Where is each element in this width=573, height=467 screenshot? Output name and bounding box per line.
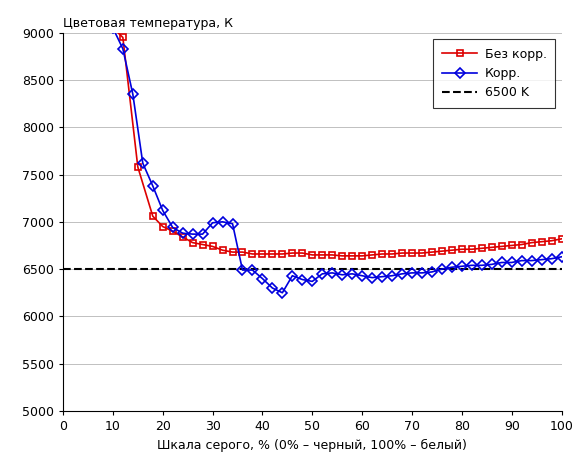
Корр.: [558, 254, 565, 260]
Без корр.: [388, 251, 395, 257]
Без корр.: [499, 244, 505, 249]
Корр.: [349, 271, 356, 276]
Line: Без корр.: Без корр.: [109, 24, 565, 259]
Корр.: [388, 273, 395, 278]
Корр.: [229, 221, 236, 226]
Без корр.: [299, 250, 306, 256]
Legend: Без корр., Корр., 6500 K: Без корр., Корр., 6500 K: [433, 39, 555, 108]
Без корр.: [449, 248, 456, 253]
Без корр.: [134, 164, 141, 170]
Без корр.: [179, 234, 186, 240]
Без корр.: [359, 253, 366, 259]
Корр.: [538, 257, 545, 262]
Корр.: [239, 267, 246, 273]
Корр.: [169, 225, 176, 230]
Корр.: [289, 273, 296, 278]
Корр.: [528, 258, 535, 263]
X-axis label: Шкала серого, % (0% – черный, 100% – белый): Шкала серого, % (0% – черный, 100% – бел…: [158, 439, 467, 452]
Без корр.: [538, 239, 545, 245]
Без корр.: [199, 242, 206, 248]
Без корр.: [488, 245, 495, 250]
Корр.: [119, 46, 126, 51]
Без корр.: [528, 240, 535, 246]
Корр.: [129, 92, 136, 97]
Без корр.: [438, 248, 445, 254]
Корр.: [339, 272, 346, 277]
Корр.: [468, 262, 475, 268]
Корр.: [269, 285, 276, 291]
Корр.: [359, 273, 366, 278]
Корр.: [309, 279, 316, 284]
Без корр.: [289, 250, 296, 256]
Корр.: [478, 262, 485, 268]
Корр.: [508, 260, 515, 265]
Без корр.: [279, 251, 286, 257]
Без корр.: [399, 250, 406, 256]
Без корр.: [558, 236, 565, 241]
Корр.: [159, 208, 166, 213]
Корр.: [319, 271, 325, 276]
Корр.: [449, 264, 456, 270]
Без корр.: [249, 251, 256, 257]
Без корр.: [239, 249, 246, 255]
Без корр.: [368, 252, 375, 258]
Text: Цветовая температура, К: Цветовая температура, К: [63, 17, 233, 30]
Без корр.: [229, 249, 236, 255]
Корр.: [438, 266, 445, 272]
Корр.: [219, 219, 226, 225]
Без корр.: [418, 250, 425, 256]
Корр.: [488, 262, 495, 267]
Без корр.: [319, 252, 325, 258]
Без корр.: [468, 247, 475, 252]
Без корр.: [109, 25, 116, 31]
Корр.: [458, 263, 465, 269]
Без корр.: [309, 252, 316, 258]
Корр.: [139, 160, 146, 166]
Line: Корр.: Корр.: [109, 24, 565, 296]
Без корр.: [219, 248, 226, 253]
Без корр.: [379, 251, 386, 257]
Без корр.: [548, 238, 555, 244]
Корр.: [209, 220, 216, 226]
Без корр.: [349, 253, 356, 259]
Корр.: [399, 271, 406, 276]
Корр.: [418, 270, 425, 276]
Без корр.: [429, 249, 435, 255]
Без корр.: [329, 252, 336, 258]
Корр.: [548, 256, 555, 262]
Корр.: [429, 269, 435, 275]
Корр.: [409, 270, 415, 276]
Без корр.: [409, 250, 415, 256]
Корр.: [368, 275, 375, 280]
Без корр.: [339, 253, 346, 259]
Корр.: [499, 260, 505, 265]
Корр.: [279, 290, 286, 296]
Корр.: [199, 231, 206, 237]
Корр.: [249, 267, 256, 273]
Корр.: [299, 277, 306, 283]
Корр.: [379, 274, 386, 279]
Без корр.: [189, 240, 196, 246]
Без корр.: [508, 243, 515, 248]
Без корр.: [150, 213, 156, 219]
Без корр.: [159, 224, 166, 229]
Без корр.: [518, 242, 525, 248]
Без корр.: [119, 35, 126, 40]
Корр.: [259, 276, 266, 281]
Корр.: [109, 25, 116, 31]
Корр.: [179, 230, 186, 236]
Без корр.: [169, 228, 176, 234]
Без корр.: [458, 247, 465, 252]
Корр.: [189, 231, 196, 237]
Корр.: [518, 258, 525, 263]
Корр.: [329, 270, 336, 276]
Без корр.: [478, 246, 485, 251]
Без корр.: [209, 244, 216, 249]
Без корр.: [269, 251, 276, 257]
Без корр.: [259, 251, 266, 257]
Корр.: [150, 183, 156, 189]
